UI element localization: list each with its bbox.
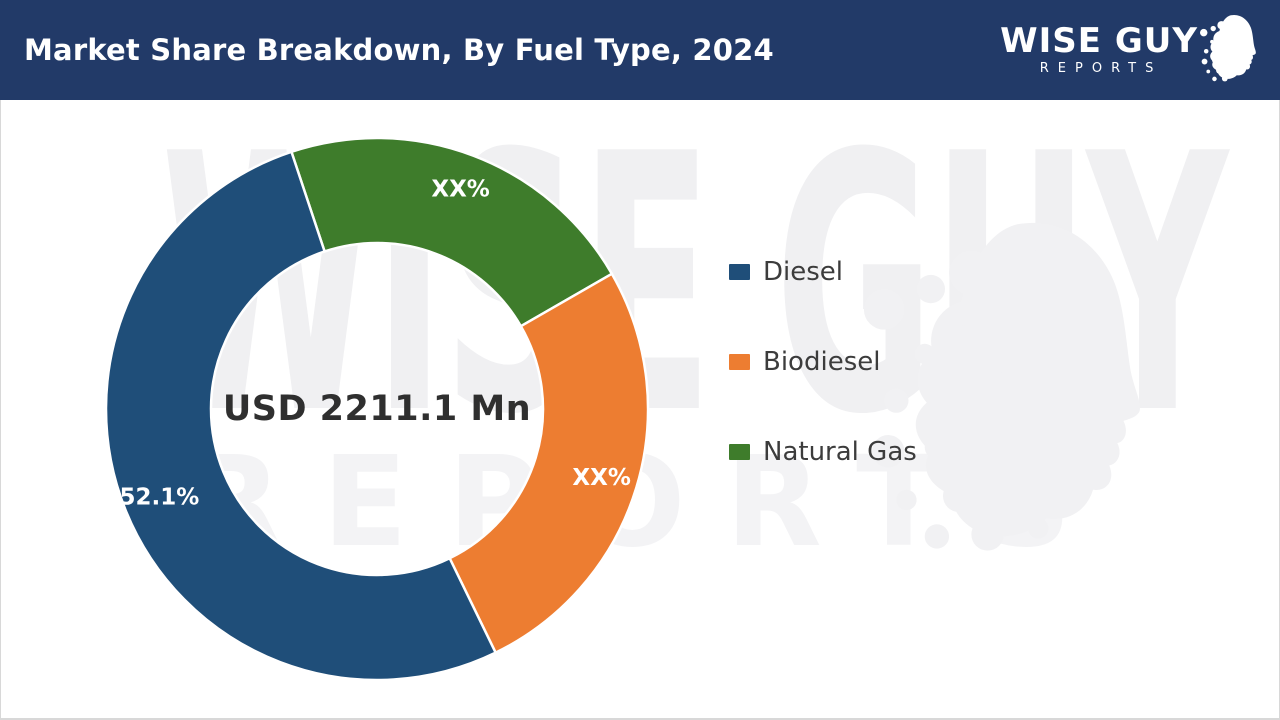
watermark-head-graphic bbox=[863, 222, 1140, 551]
donut-center-value: USD 2211.1 Mn bbox=[223, 389, 531, 429]
slice-pct-label-natural-gas: XX% bbox=[431, 176, 490, 202]
logo-primary-text: WISE GUY bbox=[1000, 20, 1198, 61]
page-title: Market Share Breakdown, By Fuel Type, 20… bbox=[24, 33, 774, 67]
donut-chart: XX% XX% 52.1% USD 2211.1 Mn bbox=[104, 136, 650, 682]
logo-text: WISE GUY REPORTS bbox=[1000, 20, 1198, 77]
legend-label: Biodiesel bbox=[763, 347, 881, 377]
slice-natural-gas bbox=[289, 136, 614, 328]
header-bar: Market Share Breakdown, By Fuel Type, 20… bbox=[0, 0, 1280, 100]
chart-area: WISE GUY REPORTS XX% XX% 52.1% USD 2211.1 M… bbox=[0, 100, 1280, 720]
legend-swatch-natural-gas bbox=[729, 444, 750, 460]
chart-legend: Diesel Biodiesel Natural Gas bbox=[729, 257, 917, 527]
wise-guy-logo: WISE GUY REPORTS bbox=[1000, 12, 1262, 88]
logo-head-icon bbox=[1200, 15, 1256, 82]
slice-pct-label-biodiesel: XX% bbox=[572, 465, 631, 491]
legend-item-diesel: Diesel bbox=[729, 257, 917, 287]
legend-swatch-diesel bbox=[729, 264, 750, 280]
slice-biodiesel bbox=[447, 272, 650, 655]
legend-swatch-biodiesel bbox=[729, 354, 750, 370]
slice-diesel bbox=[104, 150, 498, 682]
legend-item-biodiesel: Biodiesel bbox=[729, 347, 917, 377]
legend-item-natural-gas: Natural Gas bbox=[729, 437, 917, 467]
legend-label: Natural Gas bbox=[763, 437, 917, 467]
logo-secondary-text: REPORTS bbox=[1039, 61, 1163, 77]
slice-pct-label-diesel: 52.1% bbox=[119, 485, 199, 511]
legend-label: Diesel bbox=[763, 257, 844, 287]
